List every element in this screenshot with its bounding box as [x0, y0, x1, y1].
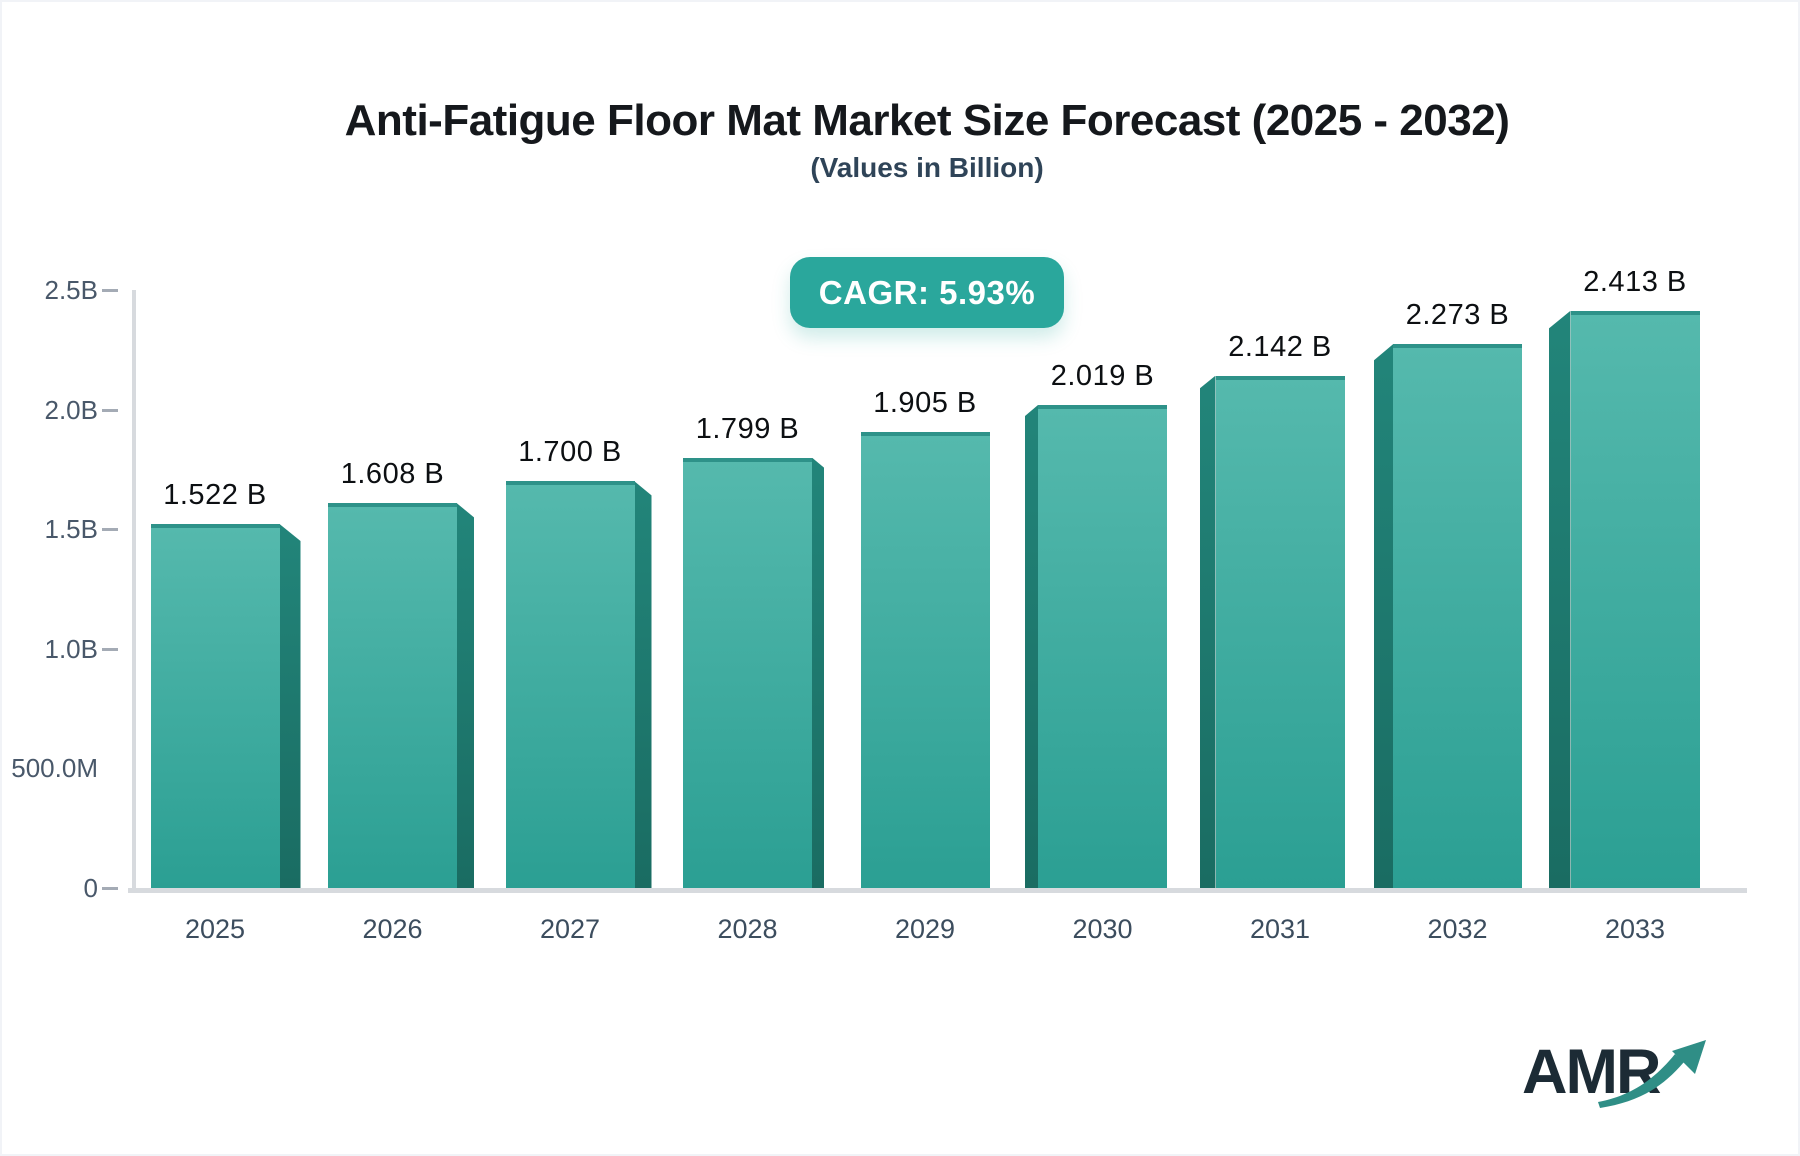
x-tick-label: 2028	[717, 914, 778, 944]
bar	[860, 432, 990, 888]
bar-side-face	[1548, 310, 1571, 888]
y-tick-label: 0	[83, 873, 98, 903]
x-tick-label: 2025	[184, 914, 246, 944]
chart-title: Anti-Fatigue Floor Mat Market Size Forec…	[344, 96, 1510, 145]
y-tick-dash	[102, 289, 118, 292]
y-tick-label: 500.0M	[11, 753, 98, 784]
y-tick-dash	[102, 408, 118, 412]
y-tick-dash	[102, 647, 118, 651]
y-axis-line	[132, 290, 136, 893]
bar-value-label: 1.905 B	[873, 387, 977, 420]
bar-value-label: 2.142 B	[1228, 330, 1332, 363]
bar	[1393, 344, 1522, 888]
bar	[505, 481, 635, 888]
bar	[328, 503, 457, 888]
bar-value-label: 1.608 B	[340, 458, 445, 491]
x-axis-baseline	[128, 888, 1747, 893]
bar-side-face	[634, 481, 652, 888]
bar	[683, 457, 812, 888]
bar	[1038, 405, 1167, 888]
bar-side-face	[279, 523, 301, 888]
x-tick-label: 2030	[1072, 914, 1133, 944]
x-tick-label: 2032	[1427, 914, 1488, 944]
x-tick-label: 2029	[894, 914, 956, 944]
y-tick-label: 1.5B	[44, 514, 99, 545]
cagr-badge: CAGR: 5.93%	[790, 257, 1064, 328]
x-tick-label: 2027	[539, 914, 601, 944]
bar-value-label: 1.700 B	[518, 436, 622, 469]
bar	[150, 523, 280, 888]
bar-value-label: 1.799 B	[695, 412, 800, 445]
y-tick-label: 1.0B	[44, 633, 99, 664]
bar-side-face	[457, 503, 474, 888]
chart-subtitle: (Values in Billion)	[810, 152, 1044, 183]
y-tick-dash	[102, 887, 118, 890]
growth-arrow-icon	[1598, 1040, 1706, 1108]
bar-side-face	[1025, 405, 1038, 888]
bar-value-label: 1.522 B	[163, 478, 267, 511]
bar-value-label: 2.019 B	[1050, 360, 1155, 393]
x-tick-label: 2026	[362, 914, 423, 944]
bar-value-label: 2.273 B	[1405, 299, 1510, 332]
x-tick-label: 2033	[1604, 914, 1666, 944]
bar-side-face	[812, 457, 824, 888]
amr-logo: AMR	[1522, 1032, 1732, 1122]
y-tick-dash	[102, 528, 118, 532]
bar-side-face	[1374, 344, 1393, 888]
bar-side-face	[1199, 375, 1216, 888]
bar	[1215, 375, 1345, 888]
bar-value-label: 2.413 B	[1583, 265, 1687, 298]
y-tick-label: 2.5B	[44, 275, 99, 305]
bar	[1570, 310, 1700, 888]
y-tick-label: 2.0B	[44, 394, 99, 425]
cagr-badge-label: CAGR: 5.93%	[818, 273, 1036, 311]
x-tick-label: 2031	[1249, 914, 1311, 944]
